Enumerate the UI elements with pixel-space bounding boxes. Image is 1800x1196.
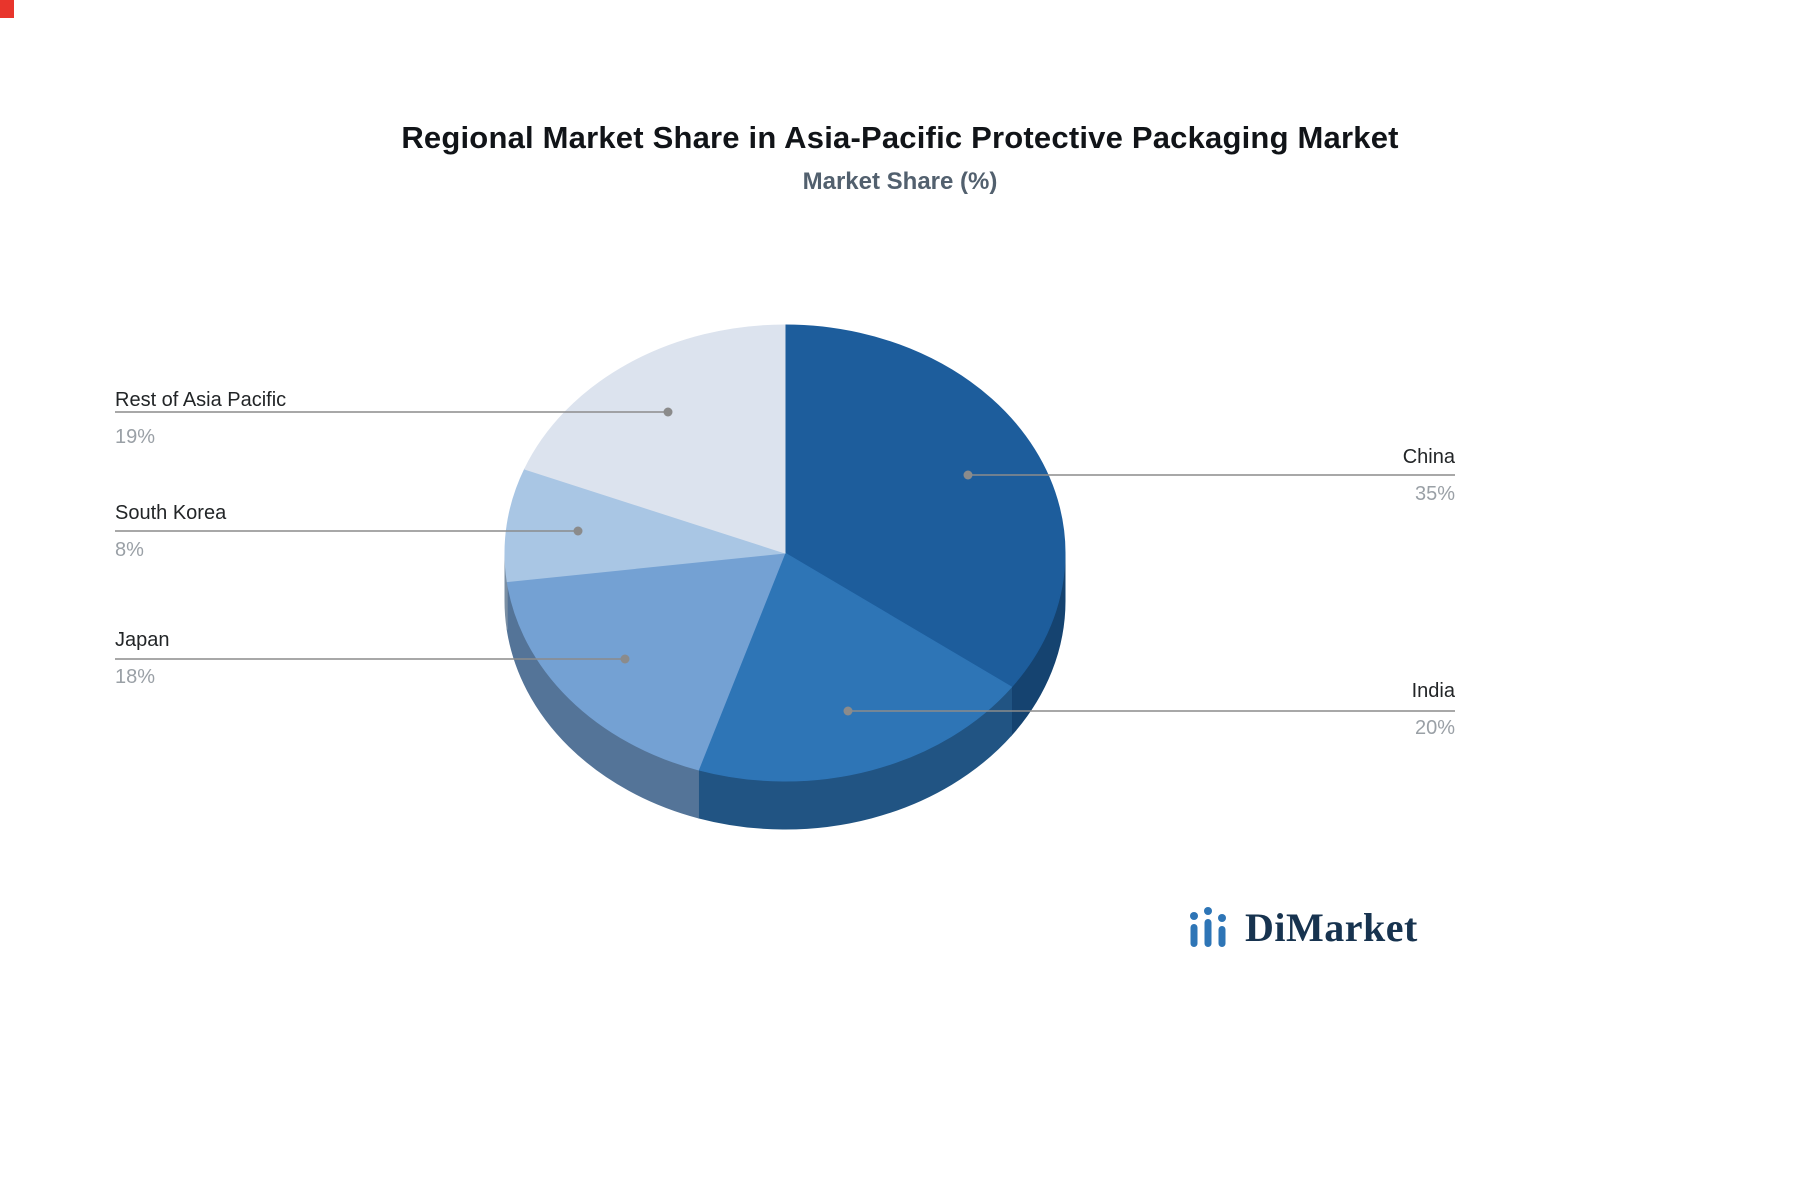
slice-label-india: India 20% xyxy=(1412,673,1455,747)
corner-artifact xyxy=(0,0,14,18)
pie-slice-south-korea xyxy=(504,468,786,583)
label-anchor-dot-india xyxy=(843,706,853,716)
bar-chart-dots-icon xyxy=(1190,907,1226,947)
label-anchor-dot-japan xyxy=(620,654,630,664)
pie-slice-china xyxy=(784,324,1066,688)
slice-label-japan: Japan 18% xyxy=(115,622,170,696)
dimarket-logo: DiMarket xyxy=(1185,903,1418,951)
slice-name: South Korea xyxy=(115,502,227,524)
label-anchor-dot-south-korea xyxy=(573,526,583,536)
slice-value: 35% xyxy=(1414,483,1455,505)
pie-slice-rest-of-asia-pacific xyxy=(523,324,786,554)
chart-title: Regional Market Share in Asia-Pacific Pr… xyxy=(401,120,1399,155)
slice-name: Rest of Asia Pacific xyxy=(115,389,287,411)
label-anchor-dot-rest-of-asia-pacific xyxy=(663,407,673,417)
label-anchor-dot-china xyxy=(963,470,973,480)
slice-label-china: China 35% xyxy=(1403,439,1455,513)
slice-value: 18% xyxy=(115,666,156,688)
slice-name: India xyxy=(1411,680,1455,702)
dimarket-wordmark: DiMarket xyxy=(1245,904,1418,950)
slice-value: 8% xyxy=(115,539,144,561)
slice-name: China xyxy=(1402,446,1455,468)
chart-subtitle: Market Share (%) xyxy=(802,168,998,195)
slice-label-south-korea: South Korea 8% xyxy=(115,495,226,569)
pie-slice-india xyxy=(697,552,1013,782)
slice-label-rest-of-asia-pacific: Rest of Asia Pacific 19% xyxy=(115,382,286,456)
slice-value: 19% xyxy=(115,426,156,448)
pie-slice-japan xyxy=(506,552,786,771)
slice-name: Japan xyxy=(115,629,170,651)
slice-value: 20% xyxy=(1414,717,1455,739)
